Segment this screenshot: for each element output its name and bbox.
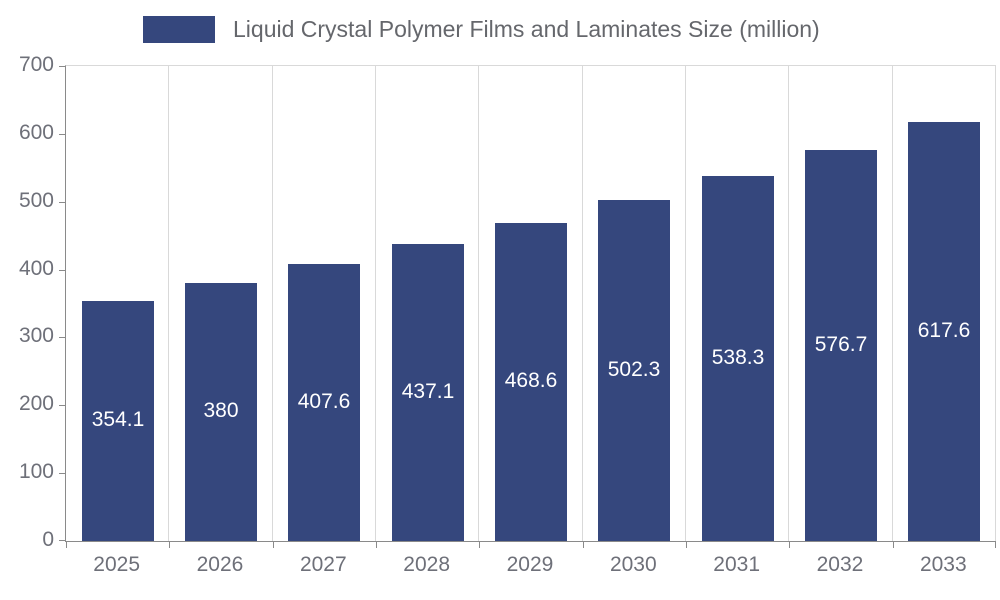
y-axis-label: 100: [18, 460, 54, 484]
bar[interactable]: 354.1: [82, 301, 154, 541]
bar[interactable]: 617.6: [908, 122, 980, 541]
y-axis-tick: [59, 66, 65, 67]
plot-area: 354.1 380 407.6 437.1 468.6 502.3 538.3 576.7 61…: [59, 65, 996, 548]
bar-value-label: 354.1: [91, 408, 145, 431]
gridline-vertical: [581, 66, 583, 541]
x-axis-label: 2032: [816, 553, 864, 576]
x-axis-tick: [66, 542, 67, 548]
gridline-vertical: [788, 66, 790, 541]
x-axis-tick: [686, 542, 687, 548]
bar-value-label: 407.6: [297, 390, 351, 413]
x-axis-tick: [892, 542, 894, 548]
gridline-vertical: [685, 66, 686, 541]
x-axis-label: 2033: [919, 553, 967, 576]
x-axis-tick: [789, 542, 791, 548]
gridline-vertical: [271, 66, 273, 541]
gridline-vertical: [995, 66, 996, 541]
y-axis-label: 200: [18, 392, 54, 416]
gridline-vertical: [478, 66, 480, 541]
y-axis-label: 600: [18, 120, 54, 144]
x-axis-label: 2025: [93, 553, 141, 576]
x-axis-tick: [169, 542, 171, 548]
chart-title: Liquid Crystal Polymer Films and Laminat…: [233, 16, 820, 42]
x-axis-tick: [272, 542, 274, 548]
chart-legend[interactable]: Liquid Crystal Polymer Films and Laminat…: [143, 16, 820, 43]
bar-value-label: 437.1: [401, 380, 455, 403]
gridline-vertical: [168, 66, 170, 541]
bar[interactable]: 437.1: [392, 244, 464, 541]
x-axis-tick: [376, 542, 377, 548]
bar-value-label: 502.3: [607, 358, 661, 381]
x-axis-label: 2027: [299, 553, 347, 576]
x-axis-tick: [479, 542, 481, 548]
y-axis-tick: [59, 540, 65, 541]
bar-value-label: 617.6: [917, 319, 971, 342]
y-axis-tick: [59, 337, 65, 339]
legend-swatch-icon: [143, 16, 215, 43]
bar[interactable]: 468.6: [495, 223, 567, 541]
bar[interactable]: 502.3: [598, 200, 670, 541]
y-axis-label: 400: [18, 256, 54, 280]
y-axis-tick: [59, 201, 65, 203]
x-axis-label: 2030: [609, 553, 657, 576]
y-axis-label: 500: [18, 188, 54, 212]
bar-value-label: 538.3: [711, 346, 765, 369]
y-axis-tick: [59, 269, 65, 271]
bar-value-label: 380: [203, 399, 239, 422]
x-axis-label: 2028: [403, 553, 451, 576]
y-axis-tick: [59, 473, 65, 475]
bar[interactable]: 407.6: [288, 264, 360, 541]
x-axis-tick: [995, 542, 996, 548]
gridline-vertical: [891, 66, 893, 541]
y-axis-tick: [59, 405, 65, 407]
gridline-vertical: [375, 66, 376, 541]
y-axis-tick: [59, 133, 65, 135]
x-axis-label: 2026: [196, 553, 244, 576]
y-axis-label: 700: [18, 53, 54, 76]
y-axis-label: 0: [42, 528, 54, 551]
x-axis-label: 2031: [713, 553, 761, 576]
x-axis-tick: [582, 542, 584, 548]
bar-value-label: 576.7: [814, 333, 868, 356]
x-axis-label: 2029: [506, 553, 554, 576]
bar[interactable]: 576.7: [805, 150, 877, 541]
bar[interactable]: 380: [185, 283, 257, 541]
y-axis-label: 300: [18, 324, 54, 348]
bar-value-label: 468.6: [504, 369, 558, 392]
bar[interactable]: 538.3: [702, 176, 774, 541]
